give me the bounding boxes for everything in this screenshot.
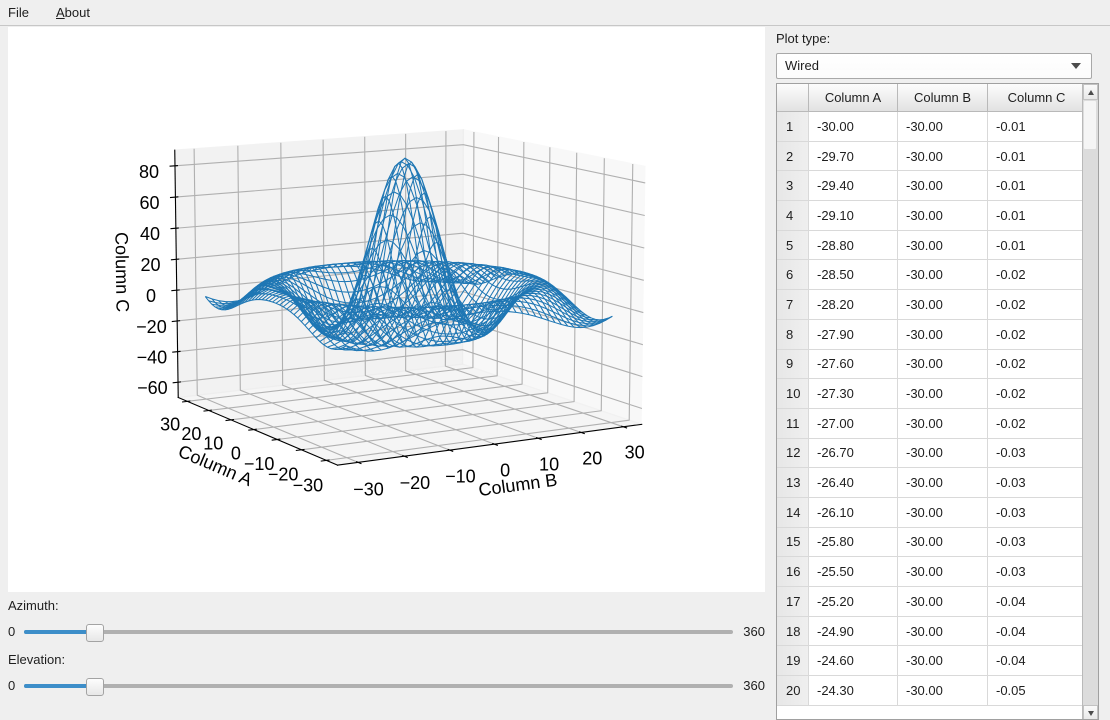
svg-text:−40: −40 (137, 347, 168, 367)
svg-text:−20: −20 (400, 473, 431, 493)
svg-text:30: 30 (625, 443, 645, 463)
svg-text:60: 60 (139, 193, 159, 213)
svg-text:−20: −20 (136, 317, 167, 337)
svg-text:Column C: Column C (111, 232, 132, 313)
svg-text:−10: −10 (445, 467, 476, 487)
svg-text:−60: −60 (137, 378, 168, 398)
svg-text:0: 0 (146, 286, 156, 306)
svg-text:30: 30 (160, 415, 180, 435)
svg-text:−30: −30 (353, 479, 384, 499)
svg-text:20: 20 (582, 448, 602, 468)
svg-text:20: 20 (140, 255, 160, 275)
svg-text:40: 40 (140, 224, 160, 244)
svg-text:0: 0 (231, 444, 241, 464)
svg-text:80: 80 (139, 162, 159, 182)
